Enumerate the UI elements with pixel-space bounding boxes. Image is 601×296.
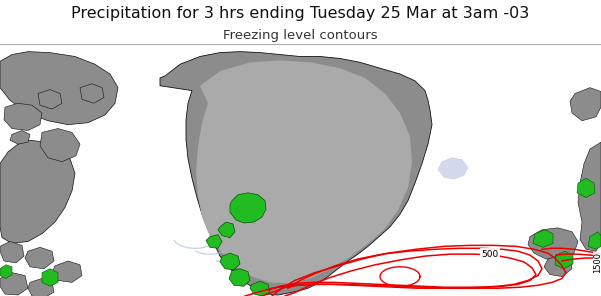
Polygon shape [544, 255, 572, 276]
Polygon shape [0, 52, 118, 125]
Polygon shape [52, 261, 82, 282]
Polygon shape [160, 52, 432, 295]
Polygon shape [0, 242, 24, 263]
Polygon shape [0, 273, 28, 295]
Text: Precipitation for 3 hrs ending Tuesday 25 Mar at 3am -03: Precipitation for 3 hrs ending Tuesday 2… [72, 6, 529, 21]
Polygon shape [555, 251, 573, 269]
Text: Freezing level contours: Freezing level contours [223, 29, 378, 41]
Polygon shape [80, 84, 104, 103]
Polygon shape [438, 158, 468, 179]
Polygon shape [229, 269, 250, 286]
Text: 1500: 1500 [594, 252, 601, 274]
Polygon shape [0, 140, 75, 243]
Polygon shape [196, 60, 412, 283]
Polygon shape [533, 230, 553, 247]
Polygon shape [250, 281, 270, 296]
Polygon shape [588, 232, 601, 249]
Polygon shape [40, 128, 80, 162]
Text: 500: 500 [481, 250, 499, 259]
Polygon shape [528, 228, 578, 259]
Polygon shape [218, 222, 235, 238]
Polygon shape [42, 269, 58, 286]
Polygon shape [4, 103, 42, 131]
Polygon shape [220, 253, 240, 270]
Polygon shape [578, 142, 601, 251]
Polygon shape [570, 88, 601, 121]
Polygon shape [25, 247, 54, 269]
Polygon shape [230, 193, 266, 223]
Polygon shape [10, 131, 30, 144]
Polygon shape [577, 178, 595, 198]
Polygon shape [38, 90, 62, 109]
Polygon shape [28, 279, 54, 296]
Polygon shape [206, 235, 222, 248]
Polygon shape [0, 265, 12, 279]
